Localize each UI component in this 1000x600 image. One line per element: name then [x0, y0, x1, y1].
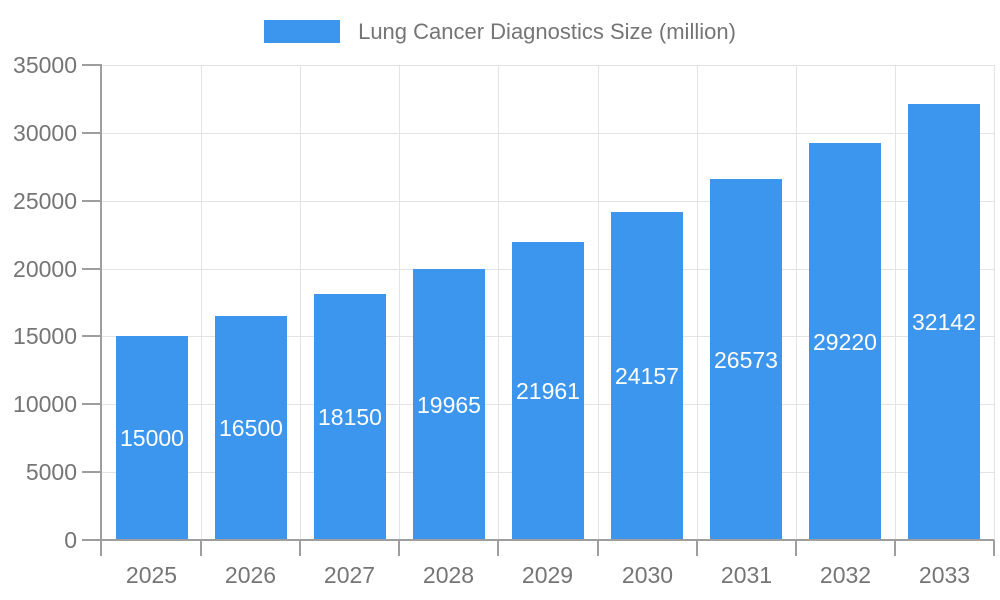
x-tick-label: 2028 [422, 562, 475, 588]
bar-value-label: 18150 [318, 404, 382, 430]
bar-value-label: 26573 [714, 347, 778, 373]
bar-value-label: 15000 [120, 425, 184, 451]
x-tick [894, 540, 896, 556]
gridline-v [598, 65, 599, 540]
x-tick [398, 540, 400, 556]
y-tick-label: 20000 [13, 256, 77, 282]
bar-2028[interactable] [413, 269, 485, 540]
x-tick-label: 2029 [521, 562, 574, 588]
y-axis-line [100, 65, 102, 556]
y-tick-label: 10000 [13, 391, 77, 417]
y-tick [82, 471, 102, 473]
gridline-v [697, 65, 698, 540]
x-tick-label: 2033 [918, 562, 971, 588]
y-tick-label: 30000 [13, 120, 77, 146]
y-tick-label: 25000 [13, 188, 77, 214]
bar-value-label: 32142 [912, 309, 976, 335]
gridline-h [102, 201, 994, 202]
x-tick-label: 2030 [621, 562, 674, 588]
gridline-v [399, 65, 400, 540]
x-tick [696, 540, 698, 556]
legend-label: Lung Cancer Diagnostics Size (million) [358, 19, 736, 44]
y-tick-label: 5000 [25, 459, 77, 485]
x-tick [597, 540, 599, 556]
x-tick [497, 540, 499, 556]
bar-2033[interactable] [908, 104, 980, 540]
gridline-h [102, 65, 994, 66]
gridline-v [994, 65, 995, 540]
x-tick-label: 2025 [125, 562, 178, 588]
gridline-v [201, 65, 202, 540]
y-tick [82, 403, 102, 405]
bar-2027[interactable] [314, 294, 386, 540]
y-tick-label: 15000 [13, 323, 77, 349]
bar-2025[interactable] [116, 336, 188, 540]
y-tick [82, 132, 102, 134]
x-axis-line [82, 539, 994, 541]
x-tick-label: 2027 [323, 562, 376, 588]
bar-value-label: 19965 [417, 392, 481, 418]
gridline-v [300, 65, 301, 540]
x-tick [200, 540, 202, 556]
bar-2032[interactable] [809, 143, 881, 540]
x-tick-label: 2026 [224, 562, 277, 588]
gridline-v [796, 65, 797, 540]
y-tick-label: 0 [64, 527, 77, 553]
bar-value-label: 16500 [219, 415, 283, 441]
y-tick [82, 200, 102, 202]
bar-2026[interactable] [215, 316, 287, 540]
x-tick-label: 2031 [720, 562, 773, 588]
gridline-v [498, 65, 499, 540]
bar-2030[interactable] [611, 212, 683, 540]
chart-legend: Lung Cancer Diagnostics Size (million) [0, 20, 1000, 43]
y-tick-label: 35000 [13, 52, 77, 78]
bar-2031[interactable] [710, 179, 782, 540]
bar-value-label: 21961 [516, 378, 580, 404]
y-tick [82, 335, 102, 337]
y-tick [82, 64, 102, 66]
x-tick [993, 540, 995, 556]
bar-value-label: 29220 [813, 329, 877, 355]
x-tick [299, 540, 301, 556]
bar-value-label: 24157 [615, 363, 679, 389]
bar-2029[interactable] [512, 242, 584, 540]
x-tick [795, 540, 797, 556]
y-tick [82, 268, 102, 270]
gridline-v [895, 65, 896, 540]
x-tick-label: 2032 [819, 562, 872, 588]
legend-swatch [264, 20, 341, 43]
gridline-h [102, 133, 994, 134]
